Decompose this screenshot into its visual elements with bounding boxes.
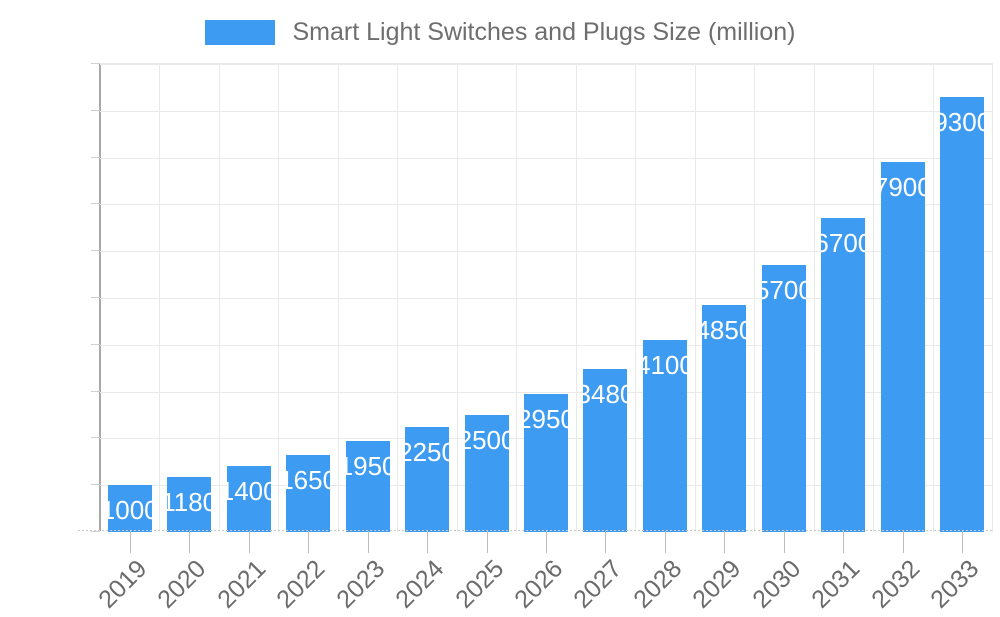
x-axis-tick-label: 2020: [152, 554, 212, 614]
x-axis-tick-label: 2026: [509, 554, 569, 614]
x-axis-tick-mark: [664, 531, 666, 553]
bar[interactable]: [107, 485, 152, 532]
x-axis-tick-label: 2029: [687, 554, 747, 614]
bar[interactable]: [940, 96, 985, 532]
chart-legend: Smart Light Switches and Plugs Size (mil…: [0, 14, 1000, 50]
y-axis-tick-mark: [91, 250, 100, 252]
x-gridline: [695, 64, 696, 532]
x-gridline: [278, 64, 279, 532]
x-axis-baseline: [78, 530, 992, 531]
x-axis-tick-label: 2024: [390, 554, 450, 614]
y-axis-tick-mark: [91, 531, 100, 532]
y-axis-tick-mark: [91, 203, 100, 205]
legend-swatch-series-0[interactable]: [204, 19, 275, 45]
y-axis-tick-mark: [91, 156, 100, 158]
x-gridline: [219, 64, 220, 532]
x-gridline: [933, 64, 934, 532]
x-gridline: [457, 64, 458, 532]
y-axis-tick-mark: [91, 484, 100, 486]
y-gridline: [100, 391, 992, 393]
x-axis-tick-label: 2031: [806, 554, 866, 614]
bar[interactable]: [345, 440, 390, 532]
x-axis-tick-mark: [486, 531, 488, 553]
x-axis-tick-mark: [902, 531, 904, 553]
y-gridline: [100, 298, 992, 299]
x-gridline: [814, 64, 815, 532]
bar[interactable]: [642, 340, 687, 532]
x-axis-tick-mark: [189, 531, 191, 553]
x-gridline: [397, 64, 398, 532]
x-axis-tick-label: 2021: [211, 554, 272, 614]
x-axis-tick-mark: [962, 531, 964, 553]
bar[interactable]: [880, 162, 925, 532]
y-gridline: [100, 251, 992, 253]
x-axis-tick-label: 2022: [271, 554, 331, 614]
x-axis-tick-mark: [129, 531, 131, 553]
x-gridline: [992, 64, 993, 532]
x-axis-tick-mark: [843, 531, 845, 553]
bar[interactable]: [524, 393, 568, 532]
x-gridline: [159, 64, 160, 532]
x-axis-tick-mark: [605, 531, 607, 553]
y-axis-line: [99, 63, 101, 531]
bar-chart: Smart Light Switches and Plugs Size (mil…: [0, 14, 1000, 614]
x-axis-tick-mark: [248, 531, 250, 553]
y-gridline: [100, 64, 992, 65]
x-axis-tick-label: 2027: [568, 554, 628, 614]
x-axis-tick-mark: [427, 531, 429, 553]
x-axis-tick-label: 2033: [925, 554, 985, 614]
x-gridline: [635, 64, 636, 532]
bar[interactable]: [702, 305, 747, 532]
y-gridline: [100, 157, 992, 159]
x-axis-tick-label: 2023: [330, 554, 390, 614]
y-axis-tick-mark: [91, 343, 100, 345]
x-gridline: [873, 64, 874, 532]
x-axis-tick-mark: [367, 531, 369, 553]
x-gridline: [516, 64, 517, 532]
y-axis-tick-mark: [91, 390, 100, 392]
y-axis-tick-mark: [91, 109, 100, 111]
x-axis-tick-label: 2030: [747, 554, 807, 614]
bar[interactable]: [821, 218, 866, 532]
x-axis-tick-mark: [724, 531, 726, 553]
x-axis-tick-label: 2028: [628, 554, 688, 614]
legend-label-series-0[interactable]: Smart Light Switches and Plugs Size (mil…: [292, 17, 796, 46]
bar[interactable]: [761, 265, 806, 532]
x-gridline: [338, 64, 339, 532]
bar[interactable]: [286, 454, 331, 532]
y-axis-tick-mark: [91, 437, 100, 439]
y-gridline: [100, 110, 992, 112]
y-axis-tick-mark: [91, 297, 100, 298]
x-axis-tick-label: 2025: [449, 554, 509, 614]
plot-area: 1000118014001650195022502500295034804100…: [100, 63, 993, 532]
x-axis-tick-label: 2032: [866, 554, 926, 614]
x-gridline: [576, 64, 577, 532]
bar[interactable]: [167, 476, 212, 532]
x-axis-tick-label: 2019: [92, 554, 153, 614]
y-gridline: [100, 204, 992, 206]
bar[interactable]: [405, 426, 450, 532]
x-gridline: [754, 64, 755, 532]
bar[interactable]: [464, 415, 509, 532]
bar[interactable]: [226, 466, 271, 532]
x-axis-tick-mark: [546, 531, 547, 553]
y-axis-tick-mark: [91, 63, 100, 64]
x-axis-tick-mark: [783, 531, 785, 553]
bar[interactable]: [583, 369, 628, 532]
y-gridline: [100, 344, 992, 346]
x-axis-tick-mark: [308, 531, 310, 553]
